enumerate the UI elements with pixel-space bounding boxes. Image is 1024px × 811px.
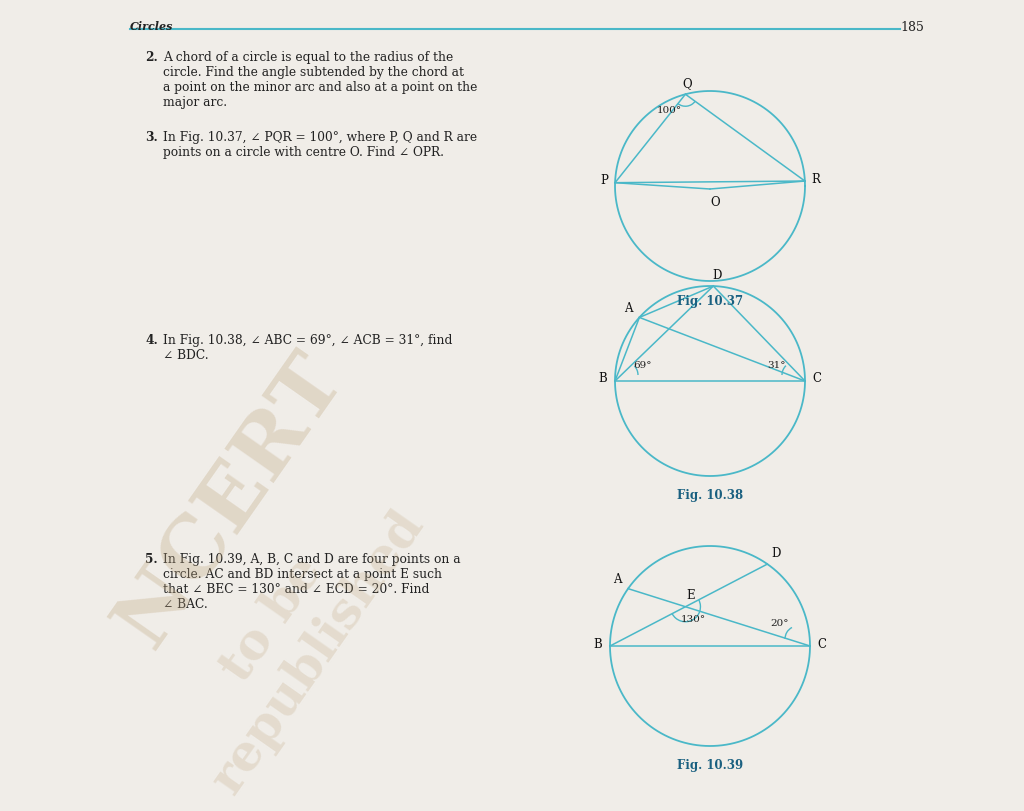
Text: 130°: 130° xyxy=(681,616,706,624)
Text: P: P xyxy=(600,174,608,187)
Text: C: C xyxy=(812,372,821,385)
Text: A: A xyxy=(612,573,622,586)
Text: O: O xyxy=(711,195,720,208)
Text: to be
republished: to be republished xyxy=(156,469,434,803)
Text: Fig. 10.39: Fig. 10.39 xyxy=(677,759,743,773)
Text: 100°: 100° xyxy=(656,105,682,114)
Text: Fig. 10.38: Fig. 10.38 xyxy=(677,490,743,503)
Text: 185: 185 xyxy=(900,21,924,34)
Text: D: D xyxy=(713,268,722,281)
Text: 69°: 69° xyxy=(634,361,652,370)
Text: R: R xyxy=(811,173,820,186)
Text: 2.: 2. xyxy=(145,51,158,64)
Text: D: D xyxy=(772,547,781,560)
Text: Fig. 10.37: Fig. 10.37 xyxy=(677,294,743,307)
Text: A chord of a circle is equal to the radius of the
circle. Find the angle subtend: A chord of a circle is equal to the radi… xyxy=(163,51,477,109)
Text: E: E xyxy=(686,590,694,603)
Text: B: B xyxy=(599,372,607,385)
Text: 5.: 5. xyxy=(145,553,158,566)
Text: C: C xyxy=(817,637,826,650)
Text: Q: Q xyxy=(683,77,692,90)
Text: NCERT: NCERT xyxy=(101,341,359,662)
Text: In Fig. 10.39, A, B, C and D are four points on a
circle. AC and BD intersect at: In Fig. 10.39, A, B, C and D are four po… xyxy=(163,553,461,611)
Text: A: A xyxy=(625,302,633,315)
Text: 4.: 4. xyxy=(145,334,158,347)
Text: 20°: 20° xyxy=(771,620,790,629)
Text: In Fig. 10.37, ∠ PQR = 100°, where P, Q and R are
points on a circle with centre: In Fig. 10.37, ∠ PQR = 100°, where P, Q … xyxy=(163,131,477,159)
Text: Circles: Circles xyxy=(130,21,173,32)
Text: B: B xyxy=(594,637,602,650)
Text: In Fig. 10.38, ∠ ABC = 69°, ∠ ACB = 31°, find
∠ BDC.: In Fig. 10.38, ∠ ABC = 69°, ∠ ACB = 31°,… xyxy=(163,334,453,362)
Text: 3.: 3. xyxy=(145,131,158,144)
Text: 31°: 31° xyxy=(768,361,786,370)
